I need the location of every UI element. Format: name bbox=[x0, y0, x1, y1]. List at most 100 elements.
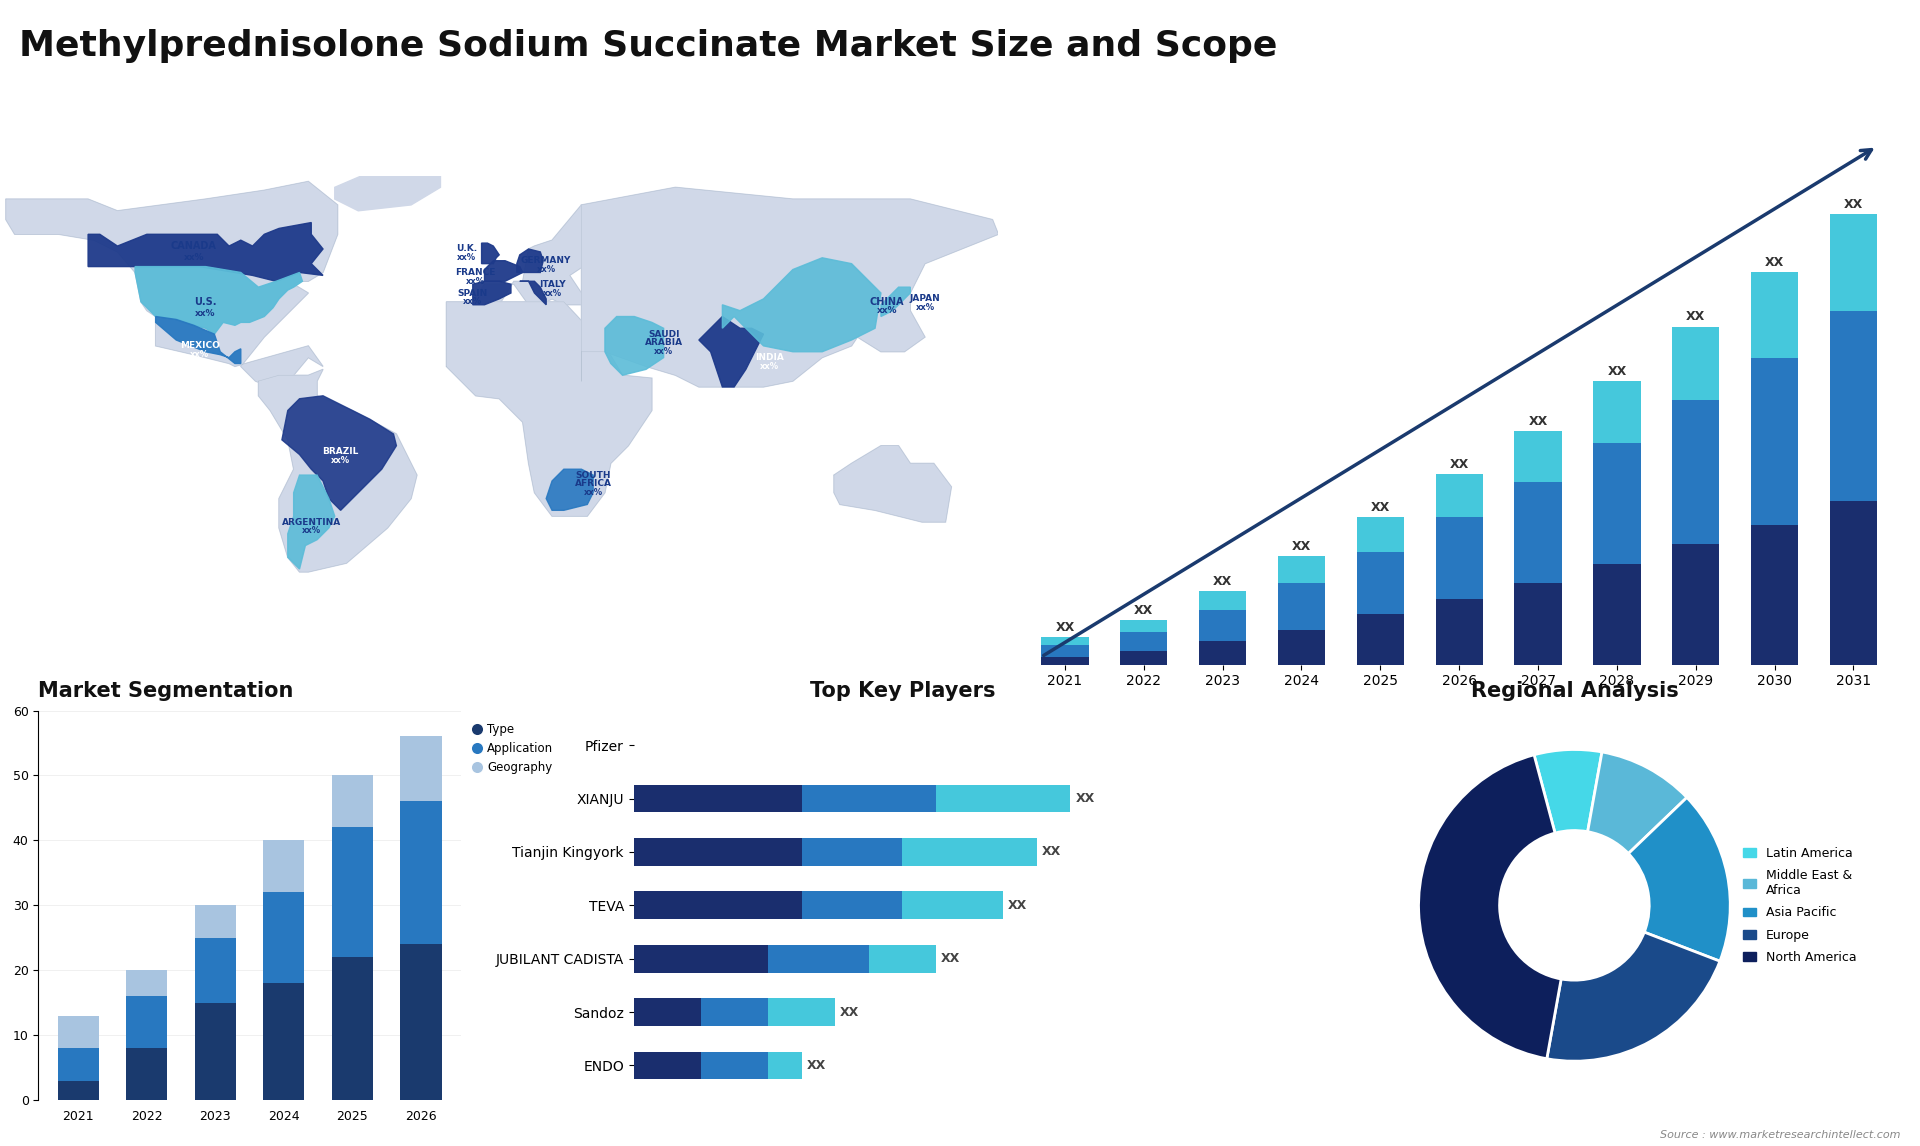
Text: XX: XX bbox=[1764, 256, 1784, 269]
Bar bbox=[1594, 380, 1640, 444]
Text: xx%: xx% bbox=[655, 347, 674, 356]
Text: XX: XX bbox=[1008, 898, 1027, 912]
Bar bbox=[263, 983, 305, 1100]
Text: CHINA: CHINA bbox=[870, 297, 904, 307]
Polygon shape bbox=[472, 281, 511, 305]
Title: Top Key Players: Top Key Players bbox=[810, 681, 995, 700]
Text: XX: XX bbox=[1607, 364, 1626, 378]
Polygon shape bbox=[6, 181, 338, 387]
Bar bbox=[127, 971, 167, 996]
Bar bbox=[1672, 327, 1720, 400]
Bar bbox=[701, 998, 768, 1026]
Bar bbox=[194, 937, 236, 1003]
Bar bbox=[332, 827, 372, 957]
Text: xx%: xx% bbox=[543, 289, 563, 298]
Text: SAUDI: SAUDI bbox=[647, 330, 680, 338]
Bar bbox=[1279, 556, 1325, 583]
Text: XX: XX bbox=[1528, 415, 1548, 429]
Polygon shape bbox=[288, 476, 334, 570]
Bar bbox=[1515, 431, 1561, 482]
Bar bbox=[1751, 358, 1799, 525]
Text: SPAIN: SPAIN bbox=[457, 289, 488, 298]
Bar bbox=[634, 838, 803, 866]
Bar bbox=[1198, 611, 1246, 642]
Text: XX: XX bbox=[1213, 574, 1233, 588]
Bar bbox=[263, 840, 305, 893]
Polygon shape bbox=[516, 249, 543, 273]
Text: xx%: xx% bbox=[301, 526, 321, 535]
Bar bbox=[1357, 614, 1404, 665]
Bar bbox=[1198, 642, 1246, 665]
Bar bbox=[634, 998, 701, 1026]
Bar bbox=[1119, 651, 1167, 665]
Wedge shape bbox=[1548, 932, 1720, 1061]
Bar bbox=[58, 1049, 98, 1081]
Polygon shape bbox=[88, 222, 323, 281]
Polygon shape bbox=[445, 301, 653, 516]
Text: xx%: xx% bbox=[877, 306, 897, 315]
Polygon shape bbox=[520, 281, 545, 305]
Bar bbox=[1041, 645, 1089, 657]
Bar bbox=[194, 905, 236, 937]
Text: BRAZIL: BRAZIL bbox=[323, 447, 359, 456]
Bar bbox=[401, 801, 442, 944]
Polygon shape bbox=[545, 469, 593, 510]
Bar bbox=[634, 892, 803, 919]
Bar bbox=[401, 944, 442, 1100]
Bar bbox=[803, 892, 902, 919]
Bar bbox=[1436, 517, 1482, 598]
Wedge shape bbox=[1628, 798, 1730, 961]
Bar bbox=[1594, 444, 1640, 564]
Text: XX: XX bbox=[1843, 198, 1862, 211]
Text: XX: XX bbox=[1056, 621, 1075, 635]
Legend: Latin America, Middle East &
Africa, Asia Pacific, Europe, North America: Latin America, Middle East & Africa, Asi… bbox=[1738, 841, 1860, 970]
Bar bbox=[803, 838, 902, 866]
Text: INDIA: INDIA bbox=[755, 353, 783, 362]
Text: Source : www.marketresearchintellect.com: Source : www.marketresearchintellect.com bbox=[1661, 1130, 1901, 1140]
Bar bbox=[870, 944, 937, 973]
Polygon shape bbox=[259, 369, 417, 572]
Legend: Type, Application, Geography: Type, Application, Geography bbox=[468, 719, 559, 778]
Polygon shape bbox=[699, 316, 764, 387]
Text: XX: XX bbox=[1450, 458, 1469, 471]
Polygon shape bbox=[334, 170, 440, 211]
Text: xx%: xx% bbox=[463, 297, 482, 306]
Bar bbox=[1279, 629, 1325, 665]
Text: JAPAN: JAPAN bbox=[910, 295, 941, 304]
Text: XX: XX bbox=[806, 1059, 826, 1072]
Polygon shape bbox=[282, 395, 396, 510]
Text: U.K.: U.K. bbox=[457, 244, 478, 253]
Bar bbox=[1751, 272, 1799, 358]
Text: xx%: xx% bbox=[190, 351, 209, 359]
Bar bbox=[1830, 214, 1878, 311]
Text: SOUTH: SOUTH bbox=[576, 471, 611, 479]
Text: ARGENTINA: ARGENTINA bbox=[282, 518, 342, 526]
Text: xx%: xx% bbox=[330, 456, 349, 465]
Text: XX: XX bbox=[1075, 792, 1094, 806]
Text: Market Segmentation: Market Segmentation bbox=[38, 681, 294, 700]
Polygon shape bbox=[605, 316, 664, 375]
Text: CANADA: CANADA bbox=[171, 241, 217, 251]
Polygon shape bbox=[881, 288, 910, 316]
Text: XX: XX bbox=[1135, 604, 1154, 617]
Bar bbox=[768, 1052, 803, 1080]
Bar bbox=[634, 785, 803, 813]
Bar bbox=[902, 892, 1004, 919]
Text: xx%: xx% bbox=[536, 265, 555, 274]
Polygon shape bbox=[470, 205, 593, 305]
Text: GERMANY: GERMANY bbox=[520, 257, 572, 265]
Bar bbox=[1515, 583, 1561, 665]
Polygon shape bbox=[156, 316, 240, 363]
Polygon shape bbox=[134, 267, 303, 335]
Bar bbox=[194, 1003, 236, 1100]
Text: xx%: xx% bbox=[457, 253, 476, 262]
Bar bbox=[1515, 482, 1561, 583]
Polygon shape bbox=[482, 243, 499, 264]
Title: Regional Analysis: Regional Analysis bbox=[1471, 681, 1678, 700]
Text: ITALY: ITALY bbox=[540, 280, 564, 289]
Bar bbox=[263, 893, 305, 983]
Polygon shape bbox=[582, 187, 998, 387]
Bar bbox=[634, 944, 768, 973]
Text: Methylprednisolone Sodium Succinate Market Size and Scope: Methylprednisolone Sodium Succinate Mark… bbox=[19, 29, 1277, 63]
Text: XX: XX bbox=[1686, 311, 1705, 323]
